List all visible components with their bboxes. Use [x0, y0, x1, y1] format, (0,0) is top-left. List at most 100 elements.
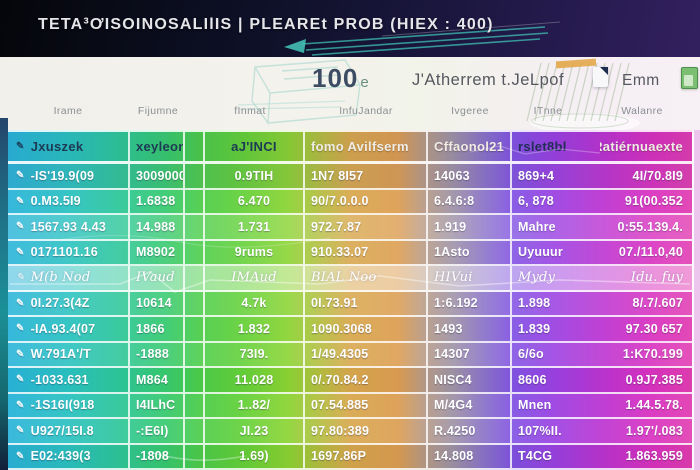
- table-cell: I4ILhC: [130, 393, 185, 417]
- table-cell: 6/6o: [518, 347, 544, 362]
- table-row[interactable]: ✎ -1S16I(918 I4ILhC 1..82/ 07.54.885 M/4G…: [8, 393, 692, 419]
- field-label-infujandar: InfuJandar: [339, 105, 393, 117]
- pen-icon: ✎: [16, 141, 25, 152]
- emm-button[interactable]: Emm: [622, 72, 660, 89]
- table-cell: ✎ 0171101.16: [8, 240, 130, 264]
- table-cell: Mahre: [518, 219, 556, 234]
- table-cell: 1.97'/.083: [625, 423, 683, 438]
- table-row[interactable]: ✎ 0I.27.3(4Z 10614 4.7k 0I.73.91 1:6.192 …: [8, 291, 692, 317]
- spacer-cell: [185, 240, 205, 264]
- table-cell: ✎ M(b Nod: [8, 266, 130, 290]
- table-cell: T4CG: [518, 449, 553, 464]
- pen-icon: ✎: [16, 297, 25, 309]
- column-header-cffaonol21[interactable]: Cffaonol21: [428, 132, 512, 161]
- table-row[interactable]: ✎ 0.M3.5I9 1.6838 6.470 90/7.0.0.0 6.4.6:…: [8, 189, 692, 215]
- pen-icon: ✎: [16, 399, 25, 411]
- table-cell: 1..82/: [205, 393, 305, 417]
- table-row[interactable]: ✎ -IA.93.4(07 1866 1.832 1090.3068 1493 1…: [8, 317, 692, 343]
- table-row[interactable]: ✎ U927/15I.8 -:E6I) JI.23 97.80:389 R.425…: [8, 419, 692, 445]
- spacer-cell: [185, 419, 205, 443]
- table-row[interactable]: ✎ M(b Nod IVaud IMAud BIAL Noo HIVui Mydy…: [8, 266, 692, 292]
- table-row[interactable]: ✎ W.791A'/T -1888 73I9. 1/49.4305 14307 6…: [8, 342, 692, 368]
- table-cell: 6.470: [205, 189, 305, 213]
- page-title: TETA³ƠISOINOSALIlIS | PLEAREt PROB (HIEX…: [38, 16, 494, 33]
- table-cell: 6.4.6:8: [428, 189, 512, 213]
- table-cell: 14.808: [428, 444, 512, 468]
- table-cell: 1697.86P: [305, 444, 428, 468]
- column-header-ajinci[interactable]: aJ'INCI: [205, 132, 305, 161]
- pen-icon: ✎: [16, 323, 25, 335]
- table-cell: 869+4: [518, 168, 555, 183]
- table-cell: 0.9J7.385: [625, 372, 683, 387]
- column-header-xeyleon[interactable]: xeyleon: [130, 132, 185, 161]
- table-cell: 1.863.959: [625, 449, 683, 464]
- table-cell: 14307: [428, 342, 512, 366]
- table-cell: Uyuuur: [518, 245, 563, 260]
- table-cell: NISC4: [428, 368, 512, 392]
- spacer-cell: [185, 444, 205, 468]
- spacer-cell: [185, 189, 205, 213]
- table-cell: ✎ -IS'19.9(09: [8, 164, 130, 188]
- spacer-column: [185, 132, 205, 161]
- table-cell: ✎ -1S16I(918: [8, 393, 130, 417]
- table-cell: 1Asto: [428, 240, 512, 264]
- table-cell: 1.898: [518, 296, 551, 311]
- green-clipboard-icon[interactable]: [681, 67, 698, 89]
- column-header-ratiernuaexte[interactable]: Ratiérnuaexte: [600, 139, 683, 154]
- bookmark-page-icon[interactable]: [593, 67, 608, 87]
- field-label-irame: Irame: [53, 105, 83, 117]
- pen-icon: ✎: [16, 374, 25, 386]
- spacer-cell: [185, 215, 205, 239]
- hatched-doodle: [526, 58, 640, 130]
- table-cell: 8606: [518, 372, 547, 387]
- table-cell: Mnen: [518, 398, 552, 413]
- table-row[interactable]: ✎ E02:439(3 -1808 1.69) 1697.86P 14.808 T…: [8, 444, 692, 470]
- table-cell: 3009000: [130, 164, 185, 188]
- table-cell: 0/.70.84.2: [305, 368, 428, 392]
- table-row[interactable]: ✎ 1567.93 4.43 14.988 1.731 972.7.87 1.91…: [8, 215, 692, 241]
- table-cell: 972.7.87: [305, 215, 428, 239]
- table-cell: 1.839: [518, 321, 551, 336]
- table-cell: ✎ W.791A'/T: [8, 342, 130, 366]
- table-row[interactable]: ✎ -1033.631 M864 11.028 0/.70.84.2 NISC4 …: [8, 368, 692, 394]
- right-edge-strip: [692, 130, 700, 470]
- spacer-cell: [185, 164, 205, 188]
- column-header-fomo[interactable]: fomo Avilfserm: [305, 132, 428, 161]
- table-cell: 1.6838: [130, 189, 185, 213]
- table-cell: M864: [130, 368, 185, 392]
- table-cell: 1:6.192: [428, 291, 512, 315]
- app-label: J'Atherrem t.JeLpof: [412, 71, 565, 89]
- table-cell: 8/.7/.607: [632, 296, 683, 311]
- table-cell: 1090.3068: [305, 317, 428, 341]
- pen-icon: ✎: [16, 272, 25, 284]
- column-header-jxuszek[interactable]: ✎ Jxuszek: [8, 132, 130, 161]
- spacer-cell: [185, 291, 205, 315]
- arrow-doodle: [284, 21, 561, 56]
- table-cell: M/4G4: [428, 393, 512, 417]
- table-cell: 1/49.4305: [305, 342, 428, 366]
- spacer-cell: [185, 266, 205, 290]
- spacer-cell: [185, 393, 205, 417]
- table-cell: Mydy: [518, 270, 556, 286]
- table-cell: JI.23: [205, 419, 305, 443]
- table-row[interactable]: ✎ -IS'19.9(09 3009000 0.9TIH 1N7 8I57 140…: [8, 164, 692, 190]
- pen-icon: ✎: [16, 246, 25, 258]
- table-cell: ✎ U927/15I.8: [8, 419, 130, 443]
- table-cell: 91(00.352: [624, 194, 683, 209]
- table-cell: 1493: [428, 317, 512, 341]
- pen-icon: ✎: [16, 195, 25, 207]
- pen-icon: ✎: [16, 170, 25, 182]
- title-bar: TETA³ƠISOINOSALIlIS | PLEAREt PROB (HIEX…: [0, 0, 700, 57]
- pen-icon: ✎: [16, 348, 25, 360]
- left-edge-strip: [0, 118, 8, 470]
- table-cell: 1.919: [428, 215, 512, 239]
- table-cell: 1866: [130, 317, 185, 341]
- field-label-walanre: Walanre: [621, 105, 663, 117]
- table-row[interactable]: ✎ 0171101.16 M8902 9rums 910.33.07 1Asto …: [8, 240, 692, 266]
- table-cell: 6, 878: [518, 194, 554, 209]
- column-header-rslet8bl[interactable]: rslet8bl: [518, 139, 567, 154]
- table-cell: ✎ -1033.631: [8, 368, 130, 392]
- table-cell: IMAud: [205, 266, 305, 290]
- table-cell: 1.832: [205, 317, 305, 341]
